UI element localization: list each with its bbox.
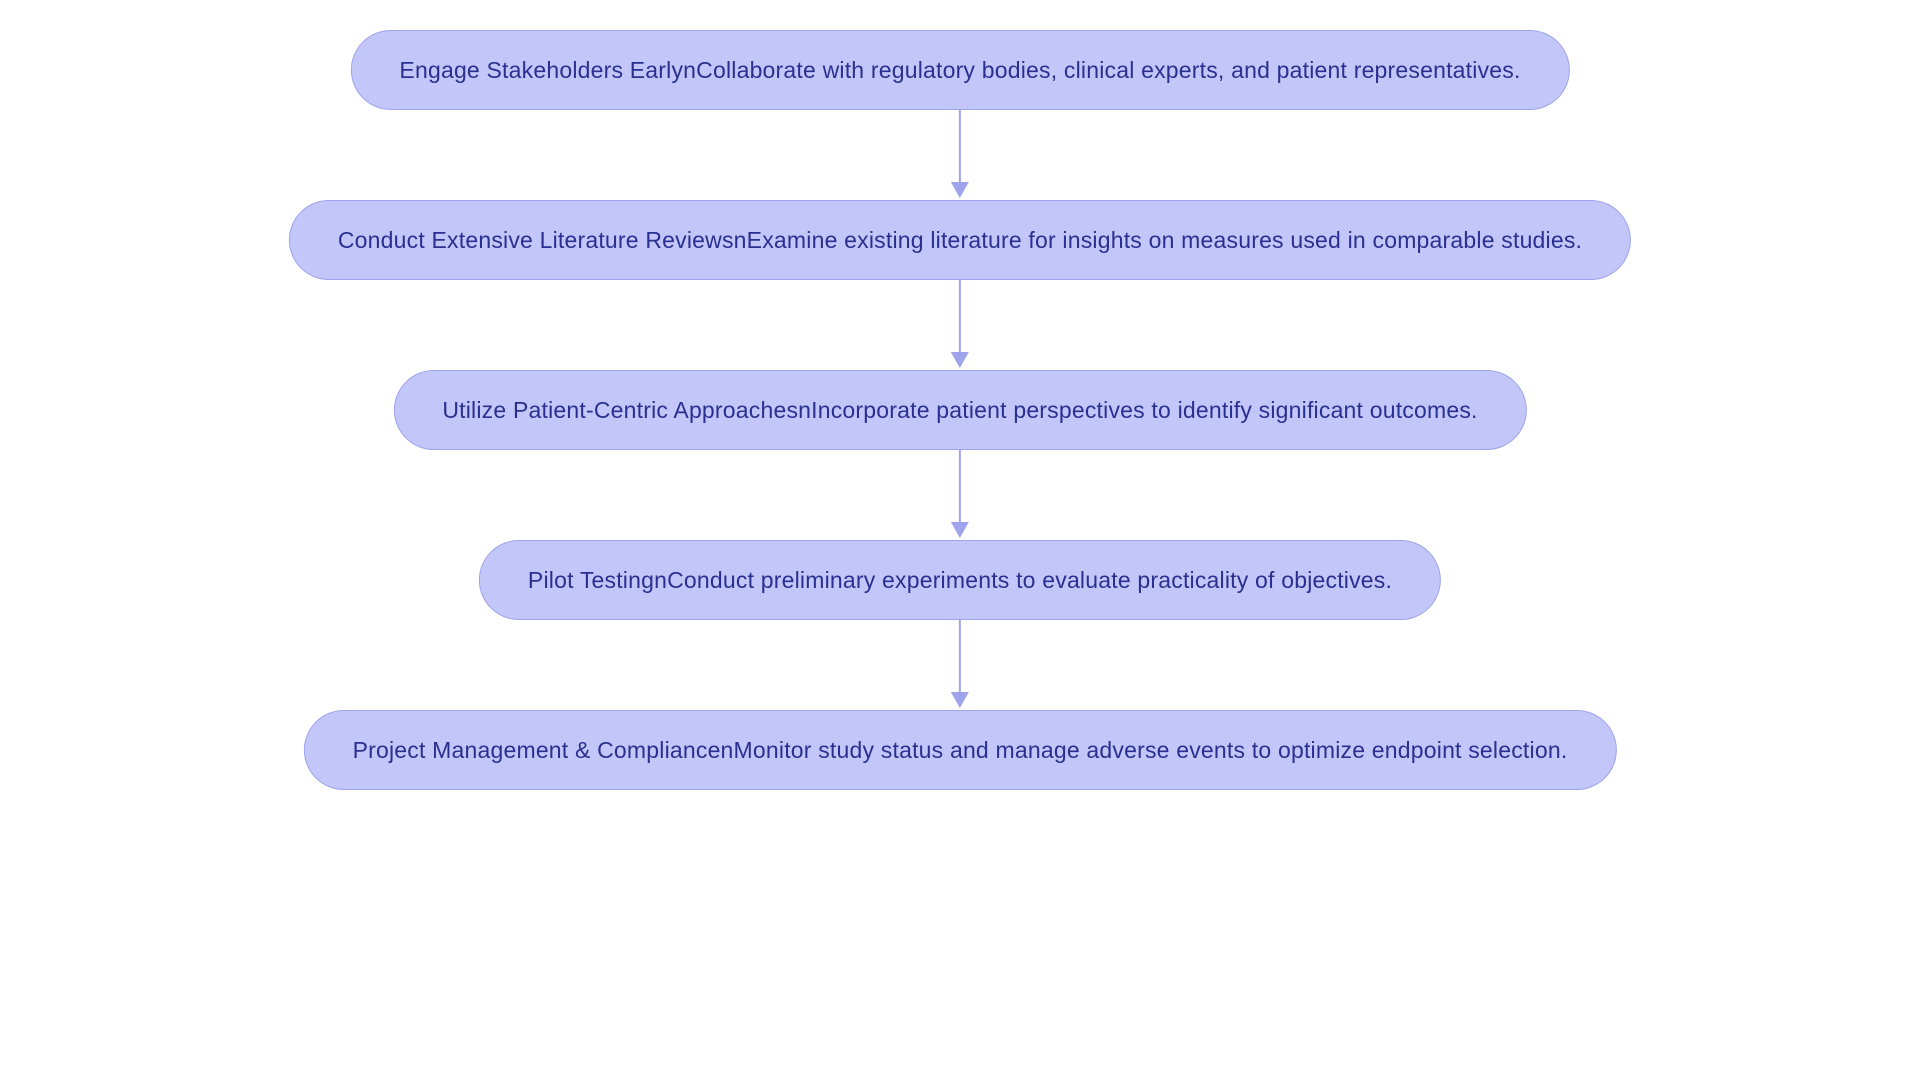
flow-node-3-text: Utilize Patient-Centric ApproachesnIncor… [442, 397, 1477, 424]
flow-node-4: Pilot TestingnConduct preliminary experi… [479, 540, 1441, 620]
flow-connector-1 [951, 110, 969, 200]
arrowhead-down-icon [951, 182, 969, 198]
connector-line [959, 620, 962, 692]
flow-node-4-text: Pilot TestingnConduct preliminary experi… [528, 567, 1392, 594]
arrowhead-down-icon [951, 522, 969, 538]
flow-node-2-text: Conduct Extensive Literature ReviewsnExa… [338, 227, 1582, 254]
flow-node-5: Project Management & CompliancenMonitor … [304, 710, 1617, 790]
flow-node-1-text: Engage Stakeholders EarlynCollaborate wi… [399, 57, 1520, 84]
flowchart-container: Engage Stakeholders EarlynCollaborate wi… [289, 30, 1631, 790]
connector-line [959, 280, 962, 352]
connector-line [959, 110, 962, 182]
flow-node-2: Conduct Extensive Literature ReviewsnExa… [289, 200, 1631, 280]
connector-line [959, 450, 962, 522]
flow-node-1: Engage Stakeholders EarlynCollaborate wi… [350, 30, 1569, 110]
flow-node-3: Utilize Patient-Centric ApproachesnIncor… [393, 370, 1526, 450]
flow-node-5-text: Project Management & CompliancenMonitor … [353, 737, 1568, 764]
arrowhead-down-icon [951, 692, 969, 708]
flow-connector-3 [951, 450, 969, 540]
flow-connector-2 [951, 280, 969, 370]
flow-connector-4 [951, 620, 969, 710]
arrowhead-down-icon [951, 352, 969, 368]
